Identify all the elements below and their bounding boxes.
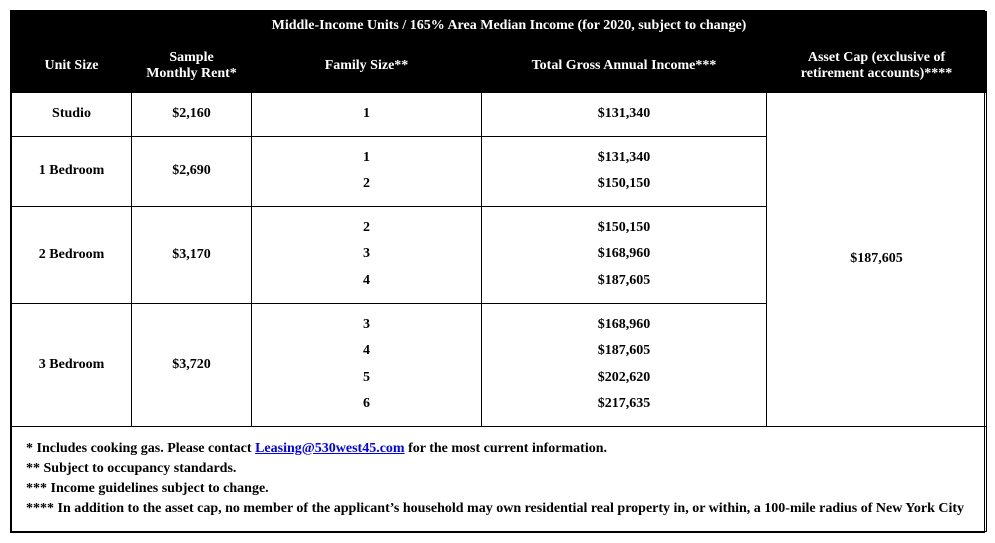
cell-spacer <box>132 12 252 41</box>
header-gross-income: Total Gross Annual Income*** <box>482 40 767 93</box>
header-sample-rent: SampleMonthly Rent* <box>132 40 252 93</box>
header-unit-size: Unit Size <box>12 40 132 93</box>
table-row: Studio $2,160 1 $131,340 $187,605 <box>12 93 987 137</box>
footnote-2: ** Subject to occupancy standards. <box>26 461 972 477</box>
cell-unit: 3 Bedroom <box>12 303 132 426</box>
cell-income: $131,340 <box>482 93 767 137</box>
footnote-4: **** In addition to the asset cap, no me… <box>26 501 972 517</box>
footnote-1: * Includes cooking gas. Please contact L… <box>26 441 972 457</box>
footnotes: * Includes cooking gas. Please contact L… <box>12 427 986 531</box>
table-title: Middle-Income Units / 165% Area Median I… <box>252 12 767 41</box>
cell-income: $131,340$150,150 <box>482 136 767 206</box>
cell-family: 234 <box>252 206 482 303</box>
cell-unit: 1 Bedroom <box>12 136 132 206</box>
footnote-1-post: for the most current information. <box>405 441 607 456</box>
cell-rent: $2,160 <box>132 93 252 137</box>
income-table: Middle-Income Units / 165% Area Median I… <box>11 11 987 532</box>
footnote-3: *** Income guidelines subject to change. <box>26 481 972 497</box>
cell-rent: $2,690 <box>132 136 252 206</box>
header-family-size: Family Size** <box>252 40 482 93</box>
leasing-email-link[interactable]: Leasing@530west45.com <box>255 441 405 456</box>
footnote-1-pre: * Includes cooking gas. Please contact <box>26 441 255 456</box>
header-asset-cap: Asset Cap (exclusive ofretirement accoun… <box>767 40 987 93</box>
cell-income: $150,150$168,960$187,605 <box>482 206 767 303</box>
cell-spacer <box>12 12 132 41</box>
cell-unit: Studio <box>12 93 132 137</box>
cell-unit: 2 Bedroom <box>12 206 132 303</box>
cell-spacer <box>767 12 987 41</box>
cell-family: 12 <box>252 136 482 206</box>
cell-income: $168,960$187,605$202,620$217,635 <box>482 303 767 426</box>
cell-asset-cap: $187,605 <box>767 93 987 427</box>
cell-rent: $3,170 <box>132 206 252 303</box>
cell-rent: $3,720 <box>132 303 252 426</box>
income-table-container: Middle-Income Units / 165% Area Median I… <box>10 10 985 533</box>
cell-family: 1 <box>252 93 482 137</box>
cell-family: 3456 <box>252 303 482 426</box>
